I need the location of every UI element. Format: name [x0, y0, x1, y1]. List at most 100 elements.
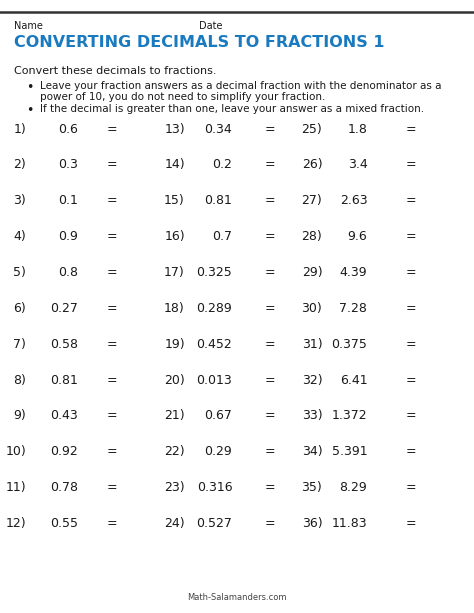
- Text: =: =: [264, 230, 275, 243]
- Text: 34): 34): [301, 445, 322, 459]
- Text: 21): 21): [164, 409, 185, 422]
- Text: 0.013: 0.013: [197, 373, 232, 387]
- Text: Convert these decimals to fractions.: Convert these decimals to fractions.: [14, 66, 217, 75]
- Text: If the decimal is greater than one, leave your answer as a mixed fraction.: If the decimal is greater than one, leav…: [40, 104, 424, 113]
- Text: 0.78: 0.78: [50, 481, 78, 494]
- Text: 6.41: 6.41: [340, 373, 367, 387]
- Text: =: =: [107, 194, 117, 207]
- Text: =: =: [405, 230, 416, 243]
- Text: 0.6: 0.6: [58, 123, 78, 135]
- Text: 2.63: 2.63: [340, 194, 367, 207]
- Text: •: •: [26, 104, 34, 116]
- Text: 3.4: 3.4: [347, 158, 367, 172]
- Text: 13): 13): [164, 123, 185, 135]
- Text: 27): 27): [301, 194, 322, 207]
- Text: =: =: [405, 158, 416, 172]
- Text: 16): 16): [164, 230, 185, 243]
- Text: 0.1: 0.1: [58, 194, 78, 207]
- Text: 19): 19): [164, 338, 185, 351]
- Text: •: •: [26, 81, 34, 94]
- Text: =: =: [405, 373, 416, 387]
- Text: =: =: [264, 158, 275, 172]
- Text: 29): 29): [301, 266, 322, 279]
- Text: Leave your fraction answers as a decimal fraction with the denominator as a: Leave your fraction answers as a decimal…: [40, 81, 442, 91]
- Text: =: =: [405, 481, 416, 494]
- Text: =: =: [107, 266, 117, 279]
- Text: 36): 36): [301, 517, 322, 530]
- Text: 0.55: 0.55: [50, 517, 78, 530]
- Text: 33): 33): [301, 409, 322, 422]
- Text: 0.3: 0.3: [58, 158, 78, 172]
- Text: 15): 15): [164, 194, 185, 207]
- Text: 0.289: 0.289: [197, 302, 232, 315]
- Text: 17): 17): [164, 266, 185, 279]
- Text: 0.81: 0.81: [50, 373, 78, 387]
- Text: 3): 3): [13, 194, 26, 207]
- Text: 14): 14): [164, 158, 185, 172]
- Text: 0.527: 0.527: [196, 517, 232, 530]
- Text: Math-Salamanders.com: Math-Salamanders.com: [187, 593, 287, 602]
- Text: 2): 2): [13, 158, 26, 172]
- Text: =: =: [107, 158, 117, 172]
- Text: 7.28: 7.28: [339, 302, 367, 315]
- Text: 12): 12): [5, 517, 26, 530]
- Text: 1): 1): [13, 123, 26, 135]
- Text: =: =: [405, 123, 416, 135]
- Text: =: =: [264, 302, 275, 315]
- Text: 0.43: 0.43: [50, 409, 78, 422]
- Text: 0.81: 0.81: [204, 194, 232, 207]
- Text: 20): 20): [164, 373, 185, 387]
- Text: 0.9: 0.9: [58, 230, 78, 243]
- Text: =: =: [107, 517, 117, 530]
- Text: =: =: [107, 123, 117, 135]
- Text: 0.452: 0.452: [197, 338, 232, 351]
- Text: power of 10, you do not need to simplify your fraction.: power of 10, you do not need to simplify…: [40, 92, 326, 102]
- Text: =: =: [107, 445, 117, 459]
- Text: 25): 25): [301, 123, 322, 135]
- Text: 28): 28): [301, 230, 322, 243]
- Text: =: =: [405, 445, 416, 459]
- Text: 0.325: 0.325: [197, 266, 232, 279]
- Text: 10): 10): [5, 445, 26, 459]
- Text: 0.7: 0.7: [212, 230, 232, 243]
- Text: =: =: [107, 230, 117, 243]
- Text: =: =: [107, 338, 117, 351]
- Text: 32): 32): [301, 373, 322, 387]
- Text: =: =: [264, 517, 275, 530]
- Text: 8.29: 8.29: [339, 481, 367, 494]
- Text: 1.8: 1.8: [347, 123, 367, 135]
- Text: 4): 4): [13, 230, 26, 243]
- Text: =: =: [405, 517, 416, 530]
- Text: =: =: [405, 338, 416, 351]
- Text: 8): 8): [13, 373, 26, 387]
- Text: 5): 5): [13, 266, 26, 279]
- Text: 0.27: 0.27: [50, 302, 78, 315]
- Text: =: =: [405, 266, 416, 279]
- Text: =: =: [264, 409, 275, 422]
- Text: =: =: [264, 481, 275, 494]
- Text: Date: Date: [199, 21, 223, 31]
- Text: 1.372: 1.372: [332, 409, 367, 422]
- Text: =: =: [264, 194, 275, 207]
- Text: Name: Name: [14, 21, 43, 31]
- Text: 26): 26): [301, 158, 322, 172]
- Text: 0.29: 0.29: [204, 445, 232, 459]
- Text: 30): 30): [301, 302, 322, 315]
- Text: =: =: [264, 338, 275, 351]
- Text: 0.8: 0.8: [58, 266, 78, 279]
- Text: 0.316: 0.316: [197, 481, 232, 494]
- Text: 11): 11): [5, 481, 26, 494]
- Text: =: =: [264, 123, 275, 135]
- Text: =: =: [405, 302, 416, 315]
- Text: 0.375: 0.375: [331, 338, 367, 351]
- Text: =: =: [405, 194, 416, 207]
- Text: =: =: [264, 445, 275, 459]
- Text: =: =: [264, 373, 275, 387]
- Text: =: =: [264, 266, 275, 279]
- Text: 0.2: 0.2: [212, 158, 232, 172]
- Text: 11.83: 11.83: [332, 517, 367, 530]
- Text: 22): 22): [164, 445, 185, 459]
- Text: 5.391: 5.391: [332, 445, 367, 459]
- Text: 4.39: 4.39: [340, 266, 367, 279]
- Text: 23): 23): [164, 481, 185, 494]
